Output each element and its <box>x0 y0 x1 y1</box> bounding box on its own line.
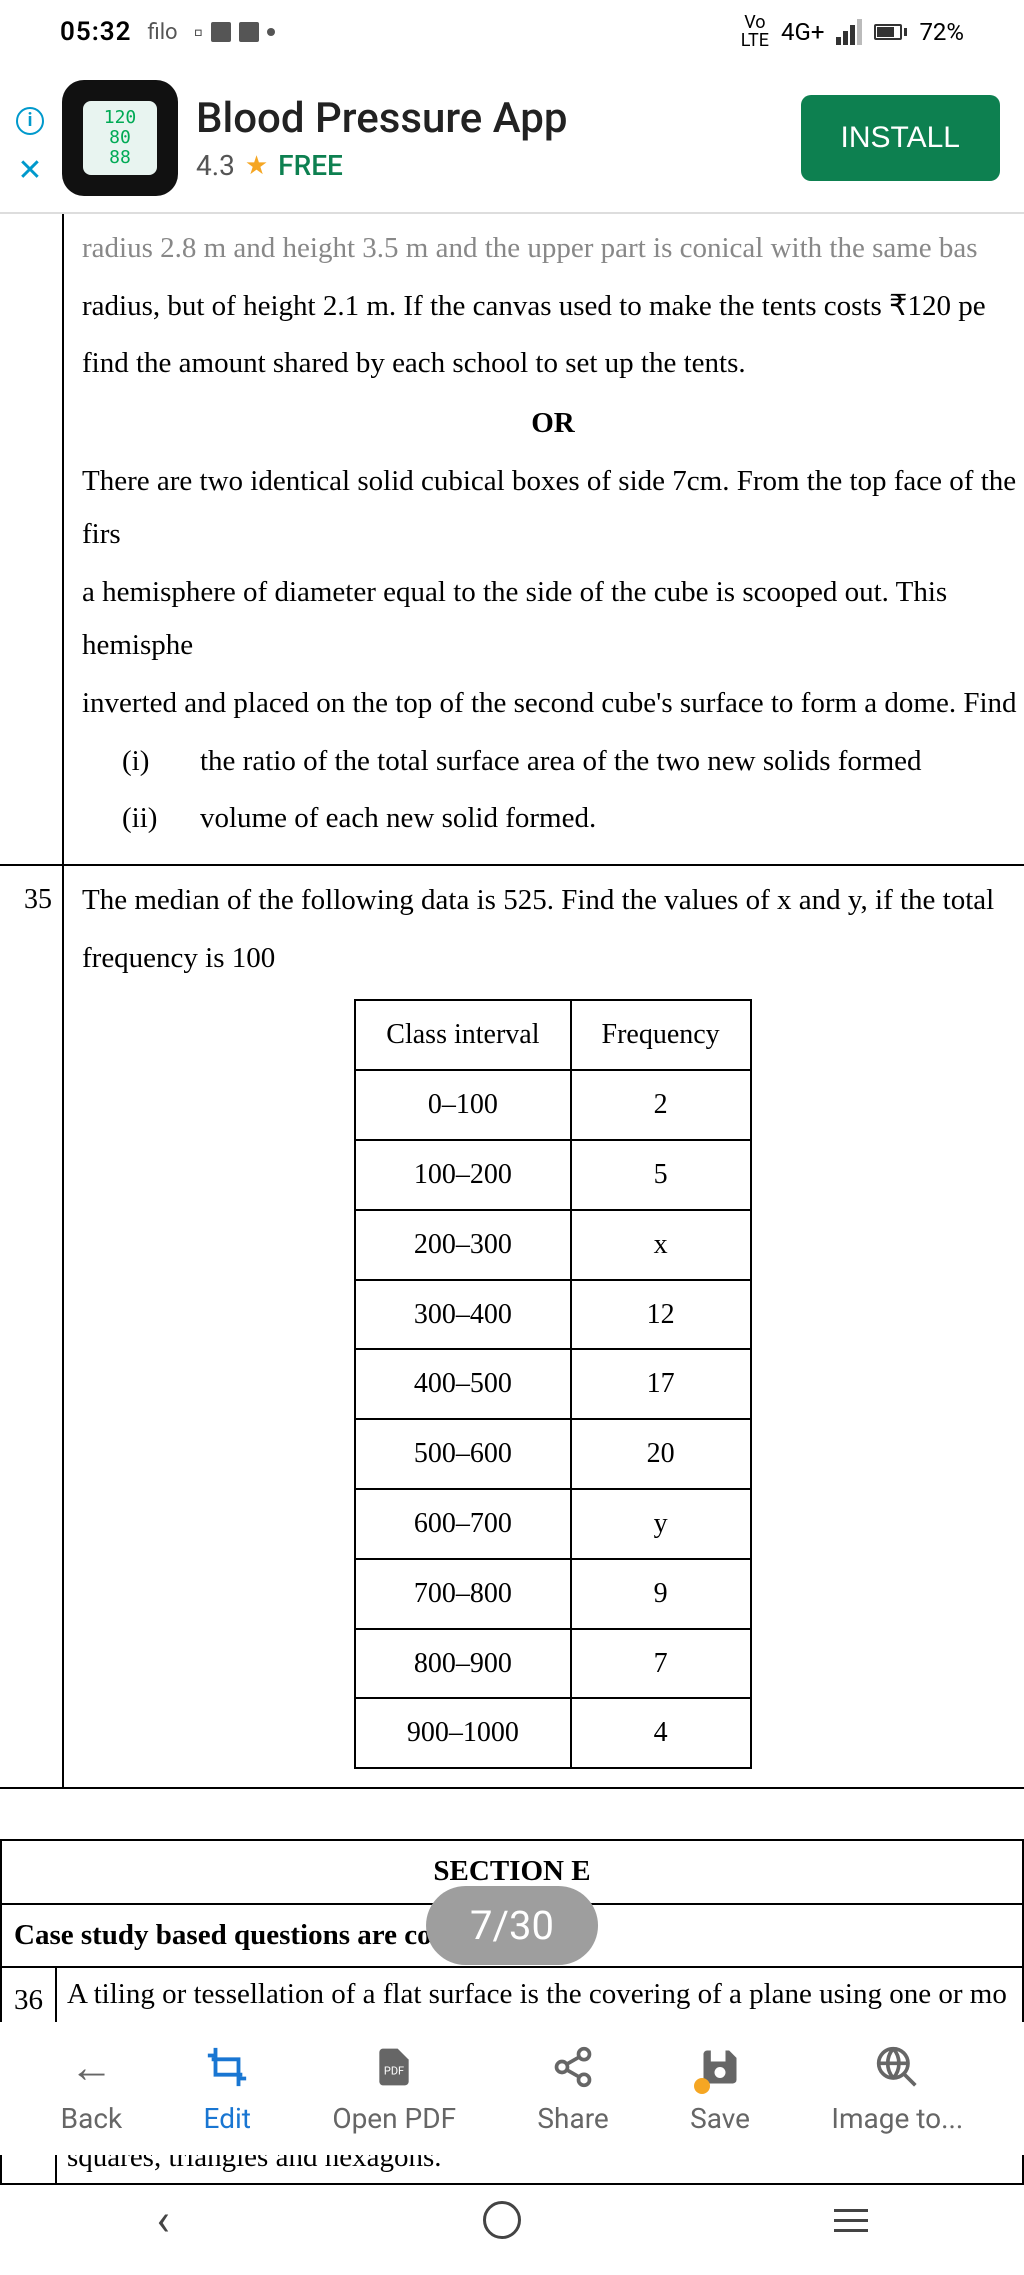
status-time: 05:32 <box>60 17 132 47</box>
q35-body: The median of the following data is 525.… <box>64 866 1024 1787</box>
table-row: 700–8009 <box>355 1559 750 1629</box>
nav-recent-button[interactable] <box>834 2209 868 2232</box>
arrow-left-icon: ← <box>69 2042 113 2092</box>
q34-line1: radius 2.8 m and height 3.5 m and the up… <box>82 222 1024 276</box>
volte-icon: VoLTE <box>741 14 769 50</box>
q35-line1: The median of the following data is 525.… <box>82 874 1024 928</box>
share-button[interactable]: Share <box>537 2042 608 2135</box>
crop-rotate-icon <box>204 2042 250 2092</box>
q35-line2: frequency is 100 <box>82 932 1024 986</box>
ad-title: Blood Pressure App <box>196 94 783 143</box>
svg-text:PDF: PDF <box>384 2064 404 2077</box>
battery-icon <box>874 24 907 40</box>
ad-app-icon[interactable]: 120 80 88 <box>62 80 178 196</box>
q34-alt3: inverted and placed on the top of the se… <box>82 677 1024 731</box>
ad-price: FREE <box>278 149 343 182</box>
save-button[interactable]: Save <box>690 2042 750 2135</box>
freq-col2-header: Frequency <box>571 1000 751 1070</box>
nav-home-button[interactable] <box>483 2201 521 2239</box>
q34-alt1: There are two identical solid cubical bo… <box>82 455 1024 562</box>
frequency-table: Class intervalFrequency 0–1002 100–2005 … <box>354 999 751 1769</box>
share-icon <box>551 2042 595 2092</box>
network-label: 4G+ <box>781 18 824 46</box>
open-pdf-button[interactable]: PDF Open PDF <box>332 2042 456 2135</box>
notification-icon-1 <box>211 22 231 42</box>
q34-body: radius 2.8 m and height 3.5 m and the up… <box>64 214 1024 864</box>
q34-line2: radius, but of height 2.1 m. If the canv… <box>82 280 1024 334</box>
save-icon <box>698 2042 742 2092</box>
q35-number: 35 <box>0 866 64 1787</box>
notification-icon-2 <box>239 22 259 42</box>
ad-text-block[interactable]: Blood Pressure App 4.3 ★ FREE <box>196 94 783 182</box>
status-app-label: filo <box>148 20 178 45</box>
signal-icon <box>836 19 862 45</box>
status-left: 05:32 filo ▫ <box>60 17 275 48</box>
back-button[interactable]: ← Back <box>61 2042 123 2135</box>
q34-ii-text: volume of each new solid formed. <box>200 792 596 846</box>
table-row: 300–40012 <box>355 1280 750 1350</box>
q34-or: OR <box>82 397 1024 451</box>
table-row: 900–10004 <box>355 1698 750 1768</box>
page-indicator[interactable]: 7/30 <box>426 1886 598 1965</box>
edit-button[interactable]: Edit <box>204 2042 251 2135</box>
q34-line3: find the amount shared by each school to… <box>82 337 1024 391</box>
ad-info-icon[interactable]: i <box>16 107 44 135</box>
status-bar: 05:32 filo ▫ VoLTE 4G+ 72% <box>0 0 1024 64</box>
table-row: 500–60020 <box>355 1419 750 1489</box>
table-row: 800–9007 <box>355 1629 750 1699</box>
nav-back-button[interactable]: ‹ <box>156 2194 169 2246</box>
table-row: 600–700y <box>355 1489 750 1559</box>
ad-rating: 4.3 <box>196 149 235 182</box>
freq-col1-header: Class interval <box>355 1000 570 1070</box>
q34-number-cell <box>0 214 64 864</box>
globe-search-icon <box>875 2042 919 2092</box>
q34-i-label: (i) <box>122 735 172 789</box>
more-notifications-icon <box>267 28 275 36</box>
install-button[interactable]: INSTALL <box>801 95 1001 181</box>
image-to-button[interactable]: Image to... <box>831 2042 963 2135</box>
q34-alt2: a hemisphere of diameter equal to the si… <box>82 566 1024 673</box>
pdf-icon: PDF <box>372 2042 416 2092</box>
table-row: 100–2005 <box>355 1140 750 1210</box>
status-notification-icons: ▫ <box>194 17 275 48</box>
video-icon: ▫ <box>194 17 203 48</box>
battery-percentage: 72% <box>919 18 964 46</box>
table-row: 200–300x <box>355 1210 750 1280</box>
q34-i-text: the ratio of the total surface area of t… <box>200 735 922 789</box>
system-nav-bar: ‹ <box>0 2165 1024 2275</box>
status-right: VoLTE 4G+ 72% <box>741 14 964 50</box>
ad-banner: i ✕ 120 80 88 Blood Pressure App 4.3 ★ F… <box>0 64 1024 214</box>
star-icon: ★ <box>245 151 268 181</box>
table-row: 0–1002 <box>355 1070 750 1140</box>
table-row: 400–50017 <box>355 1349 750 1419</box>
ad-close-icon[interactable]: ✕ <box>17 153 42 188</box>
q34-ii-label: (ii) <box>122 792 172 846</box>
bottom-toolbar: ← Back Edit PDF Open PDF Share Save Imag… <box>0 2022 1024 2155</box>
